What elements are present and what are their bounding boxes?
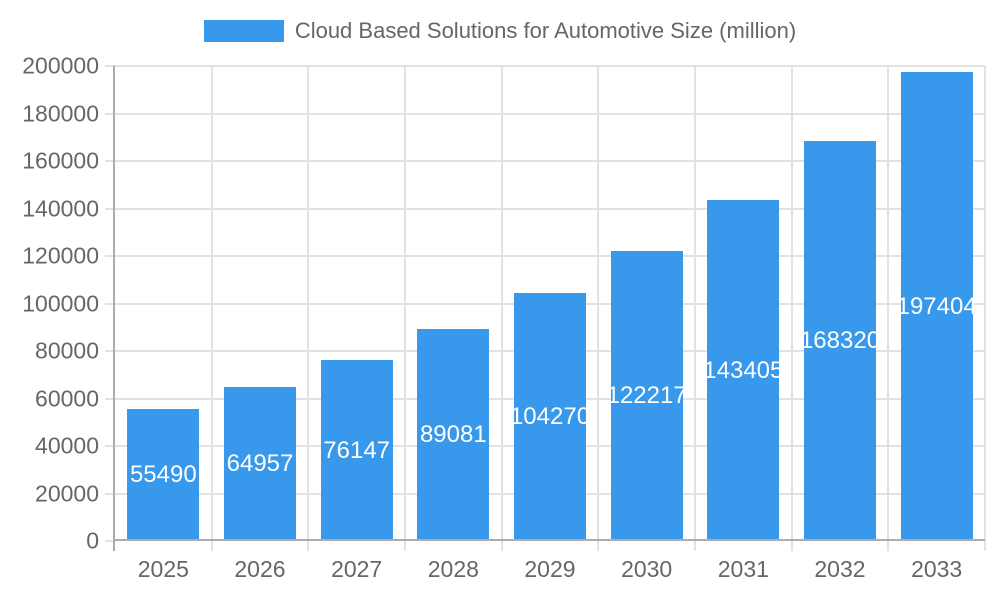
bar[interactable]: 197404 <box>897 72 977 541</box>
y-tick <box>105 540 115 542</box>
y-tick-label: 60000 <box>35 385 99 411</box>
bar[interactable]: 143405 <box>703 200 783 541</box>
gridline-horizontal <box>105 112 985 115</box>
x-tick-label: 2029 <box>524 556 576 582</box>
bar-value-label: 168320 <box>799 327 881 355</box>
bar-value-label: 197404 <box>896 292 977 320</box>
gridline-vertical <box>404 66 406 551</box>
x-tick-label: 2032 <box>814 556 866 582</box>
x-tick-label: 2033 <box>911 556 963 582</box>
x-tick-label: 2031 <box>717 556 769 582</box>
y-axis-line <box>113 66 115 551</box>
bar-value-label: 89081 <box>419 421 487 449</box>
gridline-vertical <box>694 66 696 551</box>
gridline-vertical <box>984 66 986 551</box>
bar[interactable]: 122217 <box>607 250 687 541</box>
bar-value-label: 143405 <box>703 356 784 384</box>
gridline-vertical <box>307 66 310 551</box>
bar[interactable]: 55490 <box>127 409 200 541</box>
bar-value-label: 122217 <box>606 381 687 409</box>
y-tick-label: 160000 <box>22 147 99 174</box>
bar-value-label: 55490 <box>129 461 197 489</box>
y-tick-label: 80000 <box>35 337 99 364</box>
legend[interactable]: Cloud Based Solutions for Automotive Siz… <box>0 18 1000 43</box>
gridline-vertical <box>790 66 793 551</box>
y-tick-label: 40000 <box>35 432 99 459</box>
gridline-horizontal <box>105 65 985 67</box>
bar-value-label: 64957 <box>226 449 294 477</box>
y-tick-label: 180000 <box>22 100 99 126</box>
gridline-vertical <box>500 66 503 551</box>
x-axis: 2025 2026 2027 2028 2029 2030 2031 2032 2033 <box>115 556 985 586</box>
bar-value-label: 76147 <box>323 436 391 464</box>
bar[interactable]: 104270 <box>510 293 590 541</box>
x-tick-label: 2027 <box>331 556 383 582</box>
y-tick-label: 100000 <box>22 290 99 316</box>
x-tick-label: 2028 <box>427 556 479 582</box>
gridline-horizontal <box>105 207 985 210</box>
bar[interactable]: 64957 <box>224 386 296 541</box>
legend-label: Cloud Based Solutions for Automotive Siz… <box>294 18 797 43</box>
bar[interactable]: 89081 <box>417 329 490 541</box>
bar[interactable]: 168320 <box>800 141 880 541</box>
bar[interactable]: 76147 <box>320 360 393 541</box>
y-tick-label: 140000 <box>22 195 99 221</box>
gridline-vertical <box>597 66 600 551</box>
y-tick-label: 0 <box>86 527 99 554</box>
x-tick-label: 2026 <box>234 556 286 582</box>
gridline-horizontal <box>105 160 985 162</box>
bar-value-label: 104270 <box>509 403 591 431</box>
y-axis: 0 20000 40000 60000 80000 100000 120000 140000 1… <box>0 53 99 554</box>
x-tick-label: 2030 <box>621 556 673 582</box>
y-tick-label: 200000 <box>22 52 99 79</box>
y-tick-label: 120000 <box>22 242 99 269</box>
x-tick-label: 2025 <box>137 556 189 582</box>
plot-area: 55490 64957 76147 89081 104270 122217 143405 16… <box>105 65 986 551</box>
gridline-horizontal <box>105 255 985 257</box>
y-tick-label: 20000 <box>35 480 99 506</box>
gridline-vertical <box>210 66 213 551</box>
gridline-vertical <box>887 66 890 551</box>
x-axis-line <box>113 539 985 541</box>
legend-swatch-icon <box>203 20 284 42</box>
